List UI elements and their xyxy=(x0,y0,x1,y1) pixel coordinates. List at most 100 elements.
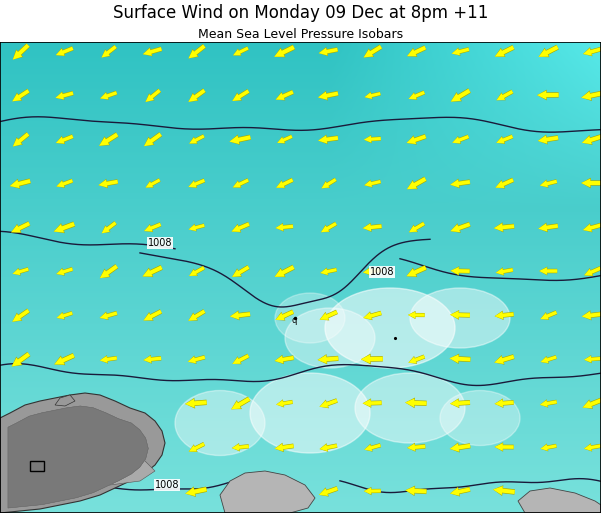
FancyArrow shape xyxy=(185,399,207,408)
FancyArrow shape xyxy=(56,267,73,276)
FancyArrow shape xyxy=(56,179,73,187)
Polygon shape xyxy=(8,406,148,508)
FancyArrow shape xyxy=(407,46,426,56)
FancyArrow shape xyxy=(493,485,515,496)
FancyArrow shape xyxy=(231,397,250,409)
FancyArrow shape xyxy=(584,443,601,451)
FancyArrow shape xyxy=(188,356,206,363)
FancyArrow shape xyxy=(363,311,382,320)
FancyArrow shape xyxy=(232,444,249,451)
FancyArrow shape xyxy=(276,400,293,407)
FancyArrow shape xyxy=(361,354,383,364)
FancyArrow shape xyxy=(143,47,162,56)
FancyArrow shape xyxy=(320,267,337,275)
FancyArrow shape xyxy=(362,223,382,232)
FancyArrow shape xyxy=(13,44,29,60)
FancyArrow shape xyxy=(275,223,293,231)
FancyArrow shape xyxy=(276,90,294,101)
FancyArrow shape xyxy=(495,177,514,189)
FancyArrow shape xyxy=(275,355,294,364)
FancyArrow shape xyxy=(54,353,75,365)
FancyArrow shape xyxy=(495,178,514,188)
FancyArrow shape xyxy=(406,265,427,277)
FancyArrow shape xyxy=(450,354,471,363)
FancyArrow shape xyxy=(185,487,207,496)
FancyArrow shape xyxy=(100,264,118,278)
Text: 1008: 1008 xyxy=(155,480,180,490)
FancyArrow shape xyxy=(405,486,427,495)
FancyArrow shape xyxy=(582,398,601,409)
Polygon shape xyxy=(8,406,148,508)
FancyArrow shape xyxy=(581,177,601,188)
FancyArrow shape xyxy=(494,355,514,364)
FancyArrow shape xyxy=(233,89,249,101)
FancyArrow shape xyxy=(12,308,30,322)
FancyArrow shape xyxy=(408,354,425,364)
FancyArrow shape xyxy=(233,47,249,55)
FancyArrow shape xyxy=(189,45,206,58)
FancyArrow shape xyxy=(145,89,161,102)
FancyArrow shape xyxy=(495,399,514,407)
FancyArrow shape xyxy=(450,180,470,188)
FancyArrow shape xyxy=(143,355,161,364)
FancyArrow shape xyxy=(363,268,382,275)
FancyArrow shape xyxy=(450,311,470,319)
FancyArrow shape xyxy=(189,224,205,231)
FancyArrow shape xyxy=(11,352,30,366)
FancyArrow shape xyxy=(188,179,205,188)
FancyArrow shape xyxy=(584,444,601,451)
FancyArrow shape xyxy=(540,311,557,320)
FancyArrow shape xyxy=(538,134,558,145)
FancyArrow shape xyxy=(450,398,470,408)
FancyArrow shape xyxy=(450,487,471,496)
FancyArrow shape xyxy=(450,442,471,452)
FancyArrow shape xyxy=(56,267,73,275)
FancyArrow shape xyxy=(319,486,338,497)
FancyArrow shape xyxy=(364,45,382,57)
FancyArrow shape xyxy=(99,133,118,146)
FancyArrow shape xyxy=(189,266,205,276)
FancyArrow shape xyxy=(275,443,294,452)
FancyArrow shape xyxy=(145,89,161,102)
FancyArrow shape xyxy=(496,134,513,144)
FancyArrow shape xyxy=(495,45,514,57)
FancyArrow shape xyxy=(13,267,29,275)
FancyArrow shape xyxy=(365,92,380,99)
FancyArrow shape xyxy=(318,135,338,144)
FancyArrow shape xyxy=(189,442,205,452)
Text: 1008: 1008 xyxy=(148,238,172,248)
FancyArrow shape xyxy=(540,180,557,187)
FancyArrow shape xyxy=(189,266,205,276)
FancyArrow shape xyxy=(275,265,295,277)
FancyArrow shape xyxy=(364,135,381,143)
FancyArrow shape xyxy=(276,179,293,188)
FancyArrow shape xyxy=(318,91,338,100)
FancyArrow shape xyxy=(275,309,294,321)
FancyArrow shape xyxy=(405,398,427,408)
FancyArrow shape xyxy=(581,91,601,100)
FancyArrow shape xyxy=(364,487,381,495)
FancyArrow shape xyxy=(185,486,207,497)
FancyArrow shape xyxy=(10,179,31,188)
FancyArrow shape xyxy=(453,135,469,144)
FancyArrow shape xyxy=(450,223,471,232)
Ellipse shape xyxy=(275,293,345,343)
FancyArrow shape xyxy=(365,92,381,100)
FancyArrow shape xyxy=(318,91,338,101)
FancyArrow shape xyxy=(583,223,601,232)
FancyArrow shape xyxy=(538,224,558,231)
FancyArrow shape xyxy=(143,47,162,56)
FancyArrow shape xyxy=(538,135,558,144)
FancyArrow shape xyxy=(495,399,514,408)
FancyArrow shape xyxy=(496,90,513,100)
FancyArrow shape xyxy=(406,134,427,145)
FancyArrow shape xyxy=(233,353,249,364)
FancyArrow shape xyxy=(450,487,471,497)
FancyArrow shape xyxy=(450,443,471,452)
FancyArrow shape xyxy=(275,356,294,364)
FancyArrow shape xyxy=(538,45,559,57)
FancyArrow shape xyxy=(582,311,601,320)
Polygon shape xyxy=(55,395,75,406)
FancyArrow shape xyxy=(144,132,162,146)
FancyArrow shape xyxy=(406,266,427,277)
